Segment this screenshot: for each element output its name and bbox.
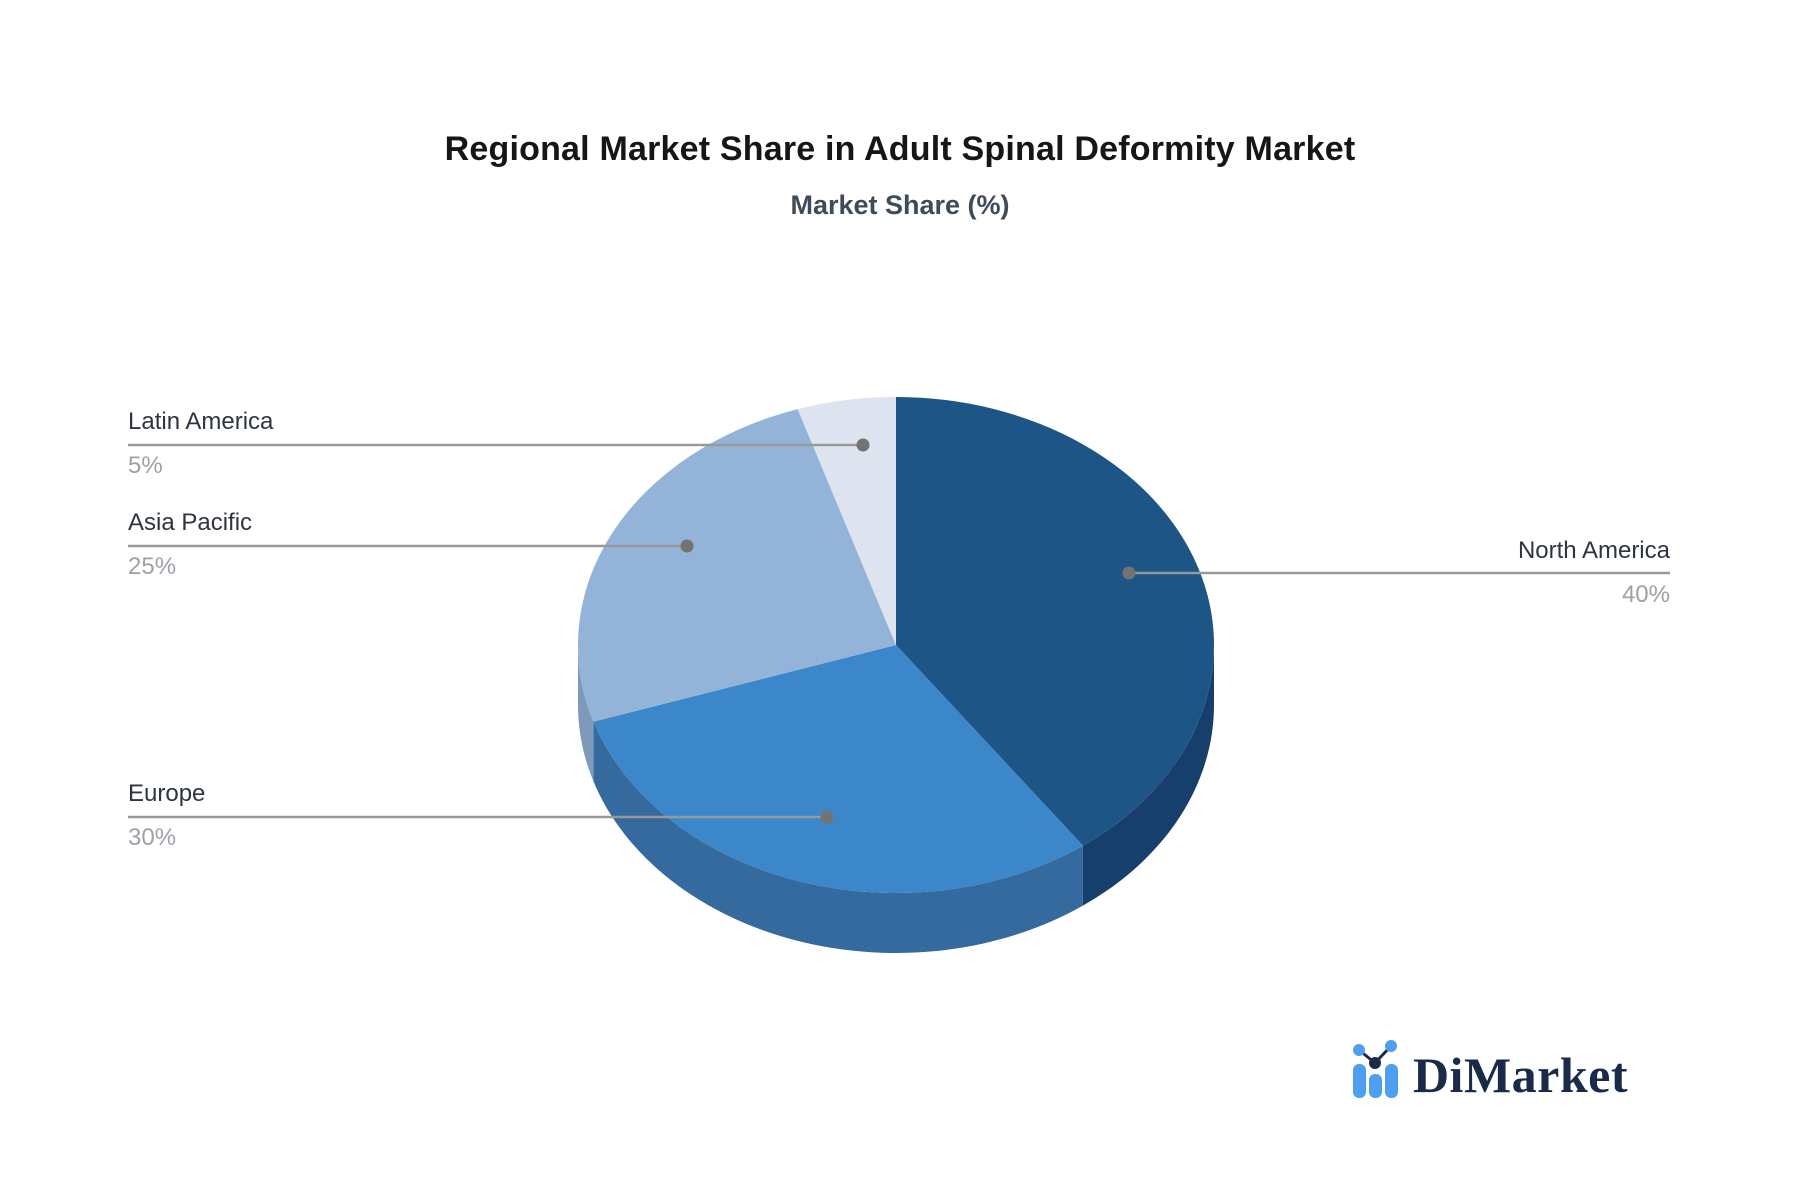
slice-percent-europe: 30%	[128, 824, 177, 851]
leader-dot-latin-america	[856, 438, 870, 452]
pie-slice-north-america[interactable]	[896, 397, 1214, 846]
leader-dot-north-america	[1122, 566, 1136, 580]
slice-percent-asia-pacific: 25%	[128, 553, 177, 580]
bar-chart-with-trend-line-icon	[1352, 1040, 1398, 1098]
pie-slice-latin-america[interactable]	[797, 397, 896, 645]
slice-percent-latin-america: 5%	[128, 452, 163, 479]
leader-lines	[128, 438, 1670, 824]
slice-label-europe: Europe	[128, 780, 206, 807]
slice-label-north-america: North America	[1517, 537, 1670, 564]
leader-dot-asia-pacific	[680, 539, 694, 553]
slice-label-latin-america: Latin America	[128, 408, 274, 435]
slice-percent-north-america: 40%	[1621, 581, 1670, 608]
leader-dot-europe	[820, 810, 834, 824]
dimarket-logo: DiMarket	[1352, 1036, 1628, 1103]
pie-slice-side-north-america[interactable]	[1082, 645, 1214, 906]
pie-slice-side-europe[interactable]	[593, 721, 1083, 954]
pie-slice-asia-pacific[interactable]	[578, 409, 896, 722]
logo-text: DiMarket	[1412, 1047, 1628, 1103]
chart-title: Regional Market Share in Adult Spinal De…	[444, 130, 1356, 168]
pie-3d	[578, 397, 1214, 954]
chart-subtitle: Market Share (%)	[790, 190, 1010, 220]
slice-label-asia-pacific: Asia Pacific	[128, 509, 253, 536]
pie-slice-europe[interactable]	[593, 645, 1083, 893]
pie-slice-side-asia-pacific[interactable]	[578, 645, 594, 782]
